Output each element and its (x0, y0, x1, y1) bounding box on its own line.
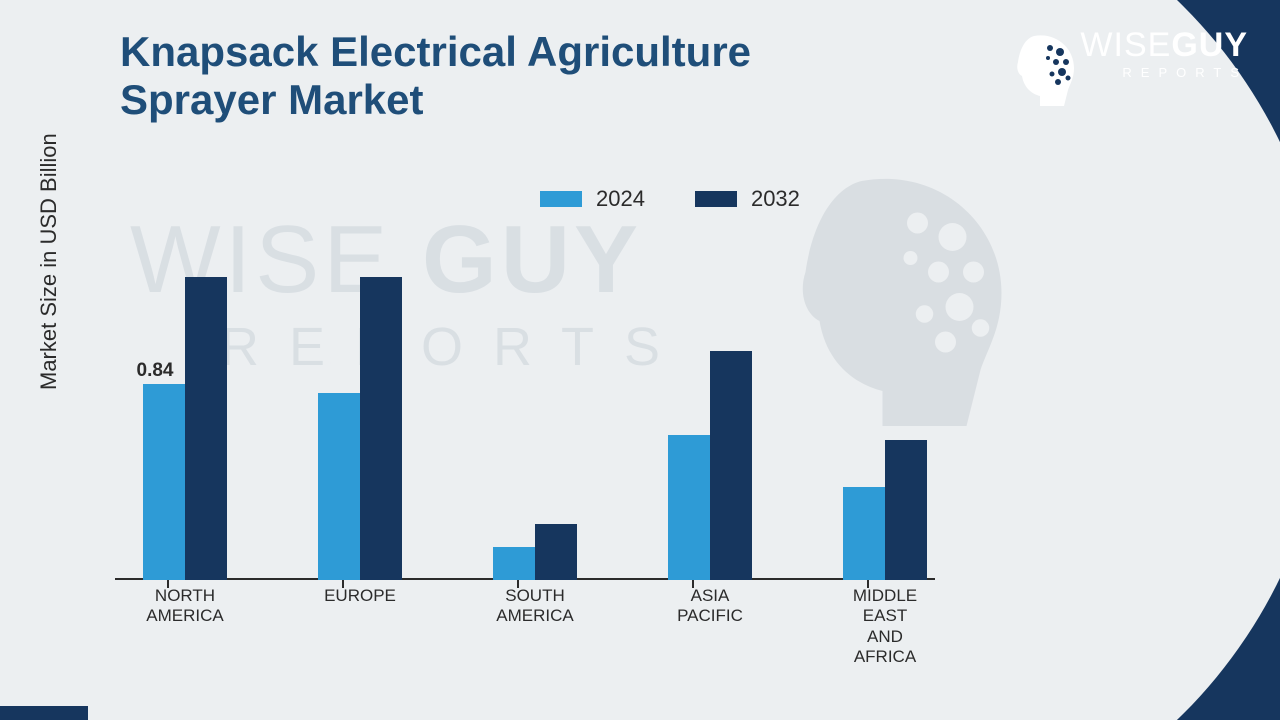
bar-group: ASIA PACIFIC (650, 351, 770, 580)
legend: 2024 2032 (540, 186, 800, 212)
x-axis-category-label: EUROPE (290, 580, 430, 606)
brand-guy: GUY (1171, 26, 1248, 64)
x-axis-tick (342, 580, 344, 588)
x-axis-category-label: NORTH AMERICA (115, 580, 255, 627)
bar-group: 0.84NORTH AMERICA (125, 277, 245, 580)
legend-item-2032: 2032 (695, 186, 800, 212)
bar-value-label: 0.84 (125, 360, 185, 384)
x-axis-tick (692, 580, 694, 588)
x-axis-tick (867, 580, 869, 588)
legend-label-2024: 2024 (596, 186, 645, 212)
y-axis-label: Market Size in USD Billion (36, 133, 62, 390)
bar-group: MIDDLE EAST AND AFRICA (825, 440, 945, 580)
bar (668, 435, 710, 580)
legend-item-2024: 2024 (540, 186, 645, 212)
legend-swatch-2032 (695, 191, 737, 207)
bar (885, 440, 927, 580)
bar (710, 351, 752, 580)
bar (143, 384, 185, 580)
x-axis-category-label: MIDDLE EAST AND AFRICA (815, 580, 955, 668)
bar-group: EUROPE (300, 277, 420, 580)
x-axis-category-label: SOUTH AMERICA (465, 580, 605, 627)
brand-head-icon (1010, 30, 1080, 110)
x-axis-tick (167, 580, 169, 588)
chart-title: Knapsack Electrical Agriculture Sprayer … (120, 28, 820, 125)
bar-group: SOUTH AMERICA (475, 524, 595, 580)
brand-wise: WISE (1080, 26, 1171, 64)
x-axis-category-label: ASIA PACIFIC (640, 580, 780, 627)
legend-label-2032: 2032 (751, 186, 800, 212)
bar (185, 277, 227, 580)
brand-line1: WISEGUY (1080, 28, 1248, 62)
bar (360, 277, 402, 580)
footer-accent-bar (0, 706, 88, 720)
bar (493, 547, 535, 580)
brand-logo: WISEGUY REPORTS (1080, 28, 1248, 79)
bar (535, 524, 577, 580)
bar (843, 487, 885, 580)
bar (318, 393, 360, 580)
x-axis-tick (517, 580, 519, 588)
legend-swatch-2024 (540, 191, 582, 207)
bar-chart: 0.84NORTH AMERICA EUROPE SOUTH AMERICA ASIA… (115, 230, 935, 580)
brand-line2: REPORTS (1080, 66, 1248, 79)
